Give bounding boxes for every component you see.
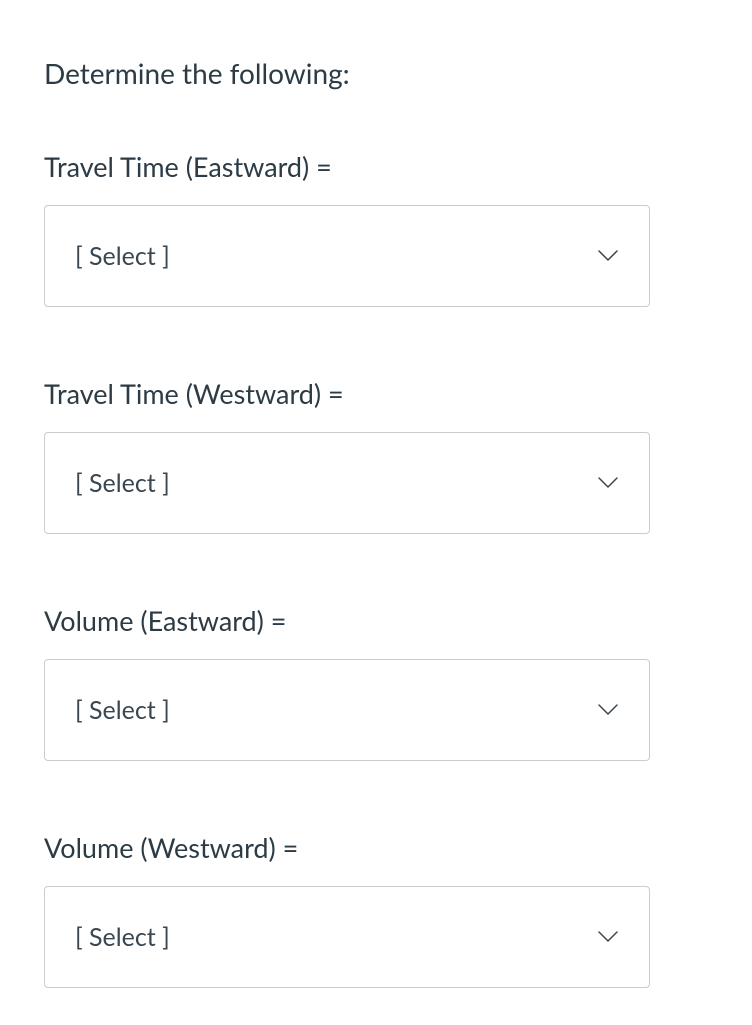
field-label: Volume (Eastward) =: [44, 604, 708, 637]
field-group-travel-time-eastward: Travel Time (Eastward) = [ Select ]: [44, 150, 708, 307]
chevron-down-icon: [597, 703, 619, 717]
field-group-travel-time-westward: Travel Time (Westward) = [ Select ]: [44, 377, 708, 534]
select-placeholder: [ Select ]: [75, 922, 170, 952]
select-placeholder: [ Select ]: [75, 241, 170, 271]
page-heading: Determine the following:: [44, 56, 708, 90]
field-group-volume-eastward: Volume (Eastward) = [ Select ]: [44, 604, 708, 761]
select-placeholder: [ Select ]: [75, 695, 170, 725]
chevron-down-icon: [597, 930, 619, 944]
select-volume-eastward[interactable]: [ Select ]: [44, 659, 650, 761]
field-group-volume-westward: Volume (Westward) = [ Select ]: [44, 831, 708, 988]
select-volume-westward[interactable]: [ Select ]: [44, 886, 650, 988]
chevron-down-icon: [597, 249, 619, 263]
select-travel-time-westward[interactable]: [ Select ]: [44, 432, 650, 534]
field-label: Volume (Westward) =: [44, 831, 708, 864]
field-label: Travel Time (Eastward) =: [44, 150, 708, 183]
field-label: Travel Time (Westward) =: [44, 377, 708, 410]
select-placeholder: [ Select ]: [75, 468, 170, 498]
select-travel-time-eastward[interactable]: [ Select ]: [44, 205, 650, 307]
chevron-down-icon: [597, 476, 619, 490]
